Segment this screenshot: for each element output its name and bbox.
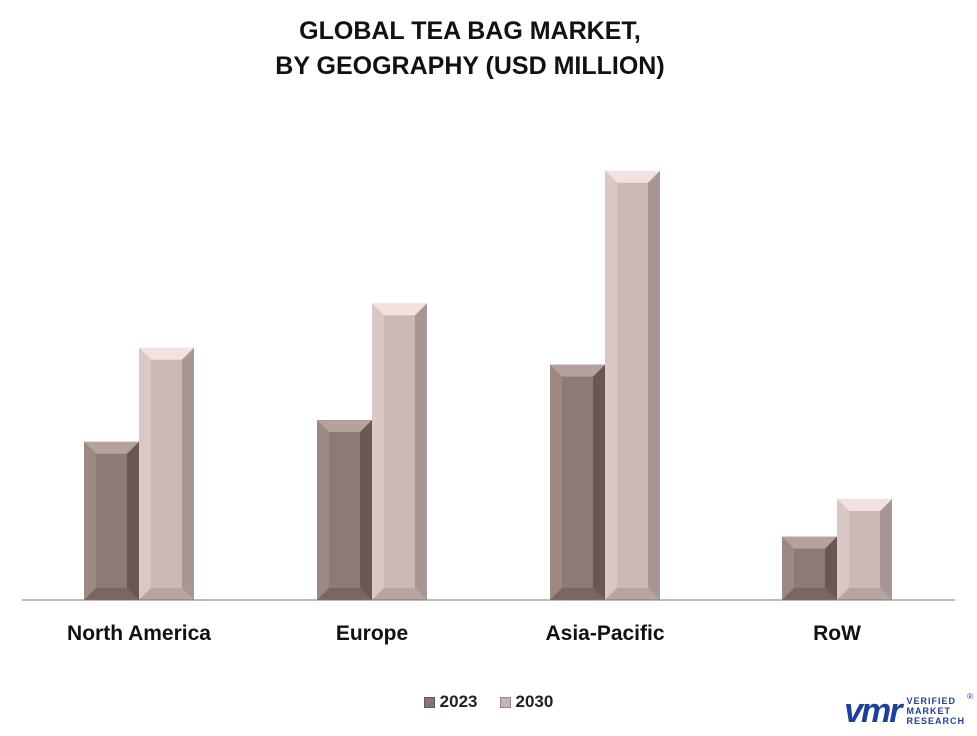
vmr-logo-icon: vmr: [844, 692, 902, 730]
bar-2023-asia-pacific: [550, 364, 605, 600]
chart-title-line-2: BY GEOGRAPHY (USD MILLION): [275, 52, 665, 80]
chart-title-line-1: GLOBAL TEA BAG MARKET,: [299, 17, 641, 45]
chart-title: GLOBAL TEA BAG MARKET, BY GEOGRAPHY (USD…: [0, 14, 940, 84]
legend-label-2023: 2023: [439, 692, 478, 711]
logo-registered-mark: ®: [967, 692, 973, 701]
x-tick-label-europe: Europe: [336, 622, 408, 645]
legend-swatch-2030: [499, 696, 511, 708]
logo-line-2: MARKET: [906, 706, 951, 716]
logo-line-3: RESEARCH: [906, 716, 965, 726]
legend: 2023 2030: [0, 692, 977, 712]
bars-group: [84, 170, 892, 600]
bar-2023-europe: [317, 420, 372, 600]
bar-2030-europe: [372, 303, 427, 600]
bar-2030-north-america: [139, 347, 194, 600]
x-tick-label-row: RoW: [813, 622, 861, 645]
logo-text: VERIFIED MARKET RESEARCH ®: [906, 692, 973, 726]
logo-line-1: VERIFIED: [906, 696, 956, 706]
legend-item-2030: 2030: [499, 692, 554, 712]
bar-2023-row: [782, 536, 837, 600]
bar-2030-row: [837, 499, 892, 600]
x-tick-label-asia-pacific: Asia-Pacific: [545, 622, 664, 645]
vmr-logo: vmr VERIFIED MARKET RESEARCH ®: [844, 692, 973, 730]
bar-2030-asia-pacific: [605, 170, 660, 600]
x-tick-labels: North America Europe Asia-Pacific RoW: [67, 622, 861, 645]
x-tick-label-north-america: North America: [67, 622, 211, 645]
legend-label-2030: 2030: [515, 692, 554, 711]
legend-item-2023: 2023: [423, 692, 478, 712]
bar-2023-north-america: [84, 441, 139, 600]
legend-swatch-2023: [423, 696, 435, 708]
